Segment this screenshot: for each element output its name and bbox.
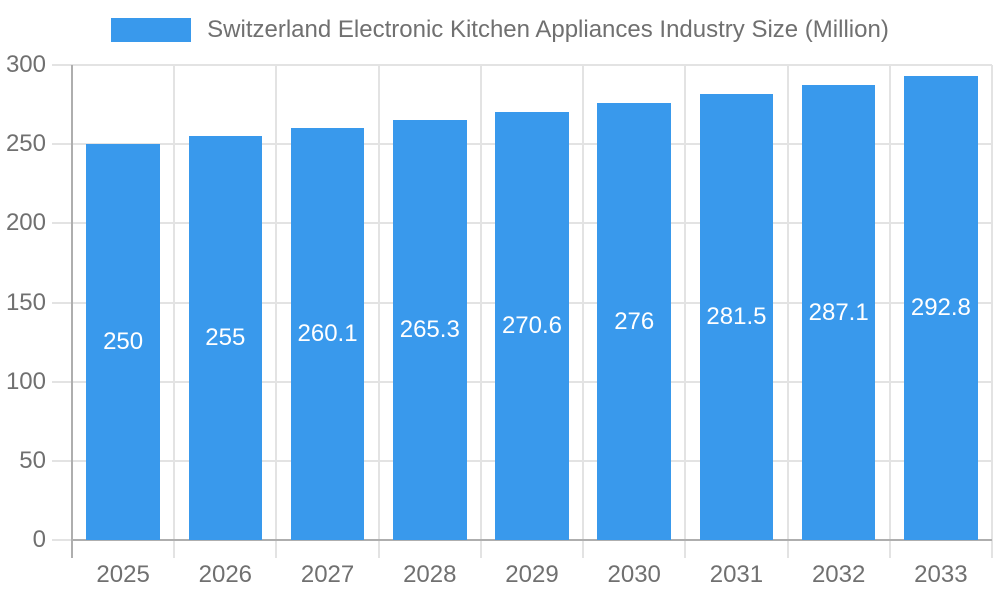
x-gridline — [684, 65, 687, 558]
x-gridline — [582, 65, 585, 558]
x-gridline — [991, 65, 993, 558]
y-tick-label: 150 — [5, 288, 46, 316]
x-tick-label: 2029 — [505, 561, 559, 588]
y-tick-mark — [52, 459, 72, 462]
bar-2028[interactable] — [392, 119, 467, 540]
bar-value-label: 250 — [103, 328, 144, 356]
y-gridline — [72, 64, 992, 66]
x-gridline — [888, 65, 891, 558]
y-tick-label: 100 — [5, 367, 46, 395]
x-gridline — [479, 65, 482, 558]
x-tick-label: 2025 — [96, 561, 150, 588]
bar-2025[interactable] — [86, 144, 160, 540]
y-tick-mark — [52, 64, 72, 66]
legend-swatch-icon — [111, 18, 192, 42]
bar-2032[interactable] — [801, 85, 876, 540]
y-tick-label: 300 — [5, 51, 46, 78]
bar-2030[interactable] — [597, 103, 672, 540]
y-tick-label: 200 — [5, 209, 46, 237]
y-tick-mark — [52, 380, 72, 383]
bar-value-label: 276 — [614, 307, 655, 335]
x-tick-label: 2033 — [914, 561, 968, 588]
x-tick-label: 2028 — [403, 561, 457, 588]
bar-2033[interactable] — [904, 76, 978, 540]
x-gridline — [173, 65, 176, 558]
x-tick-label: 2031 — [709, 561, 764, 588]
y-axis-line — [71, 65, 73, 558]
y-tick-mark — [52, 143, 72, 146]
bar-2026[interactable] — [188, 136, 263, 540]
bar-value-label: 281.5 — [706, 303, 767, 331]
legend-label: Switzerland Electronic Kitchen Appliance… — [207, 16, 889, 43]
bar-value-label: 255 — [205, 324, 246, 352]
bar-value-label: 270.6 — [501, 311, 563, 339]
y-tick-label: 0 — [32, 526, 46, 553]
x-tick-label: 2026 — [198, 561, 253, 588]
y-tick-label: 50 — [19, 446, 46, 474]
x-gridline — [377, 65, 380, 558]
x-tick-label: 2030 — [607, 561, 661, 588]
y-tick-mark — [52, 301, 72, 304]
x-tick-label: 2027 — [300, 561, 355, 588]
bar-2027[interactable] — [290, 128, 365, 540]
bar-value-label: 287.1 — [808, 298, 869, 326]
bar-value-label: 292.8 — [910, 294, 971, 322]
y-tick-mark — [52, 539, 72, 541]
x-gridline — [786, 65, 789, 558]
x-gridline — [275, 65, 278, 558]
bar-value-label: 260.1 — [297, 320, 358, 348]
y-tick-mark — [52, 222, 72, 225]
bar-value-label: 265.3 — [399, 315, 460, 343]
bar-2029[interactable] — [495, 111, 569, 540]
chart-legend[interactable]: Switzerland Electronic Kitchen Appliance… — [0, 16, 1000, 43]
x-tick-label: 2032 — [811, 561, 866, 588]
bar-2031[interactable] — [699, 94, 774, 540]
y-tick-label: 250 — [5, 130, 46, 158]
x-axis-line — [72, 539, 992, 541]
